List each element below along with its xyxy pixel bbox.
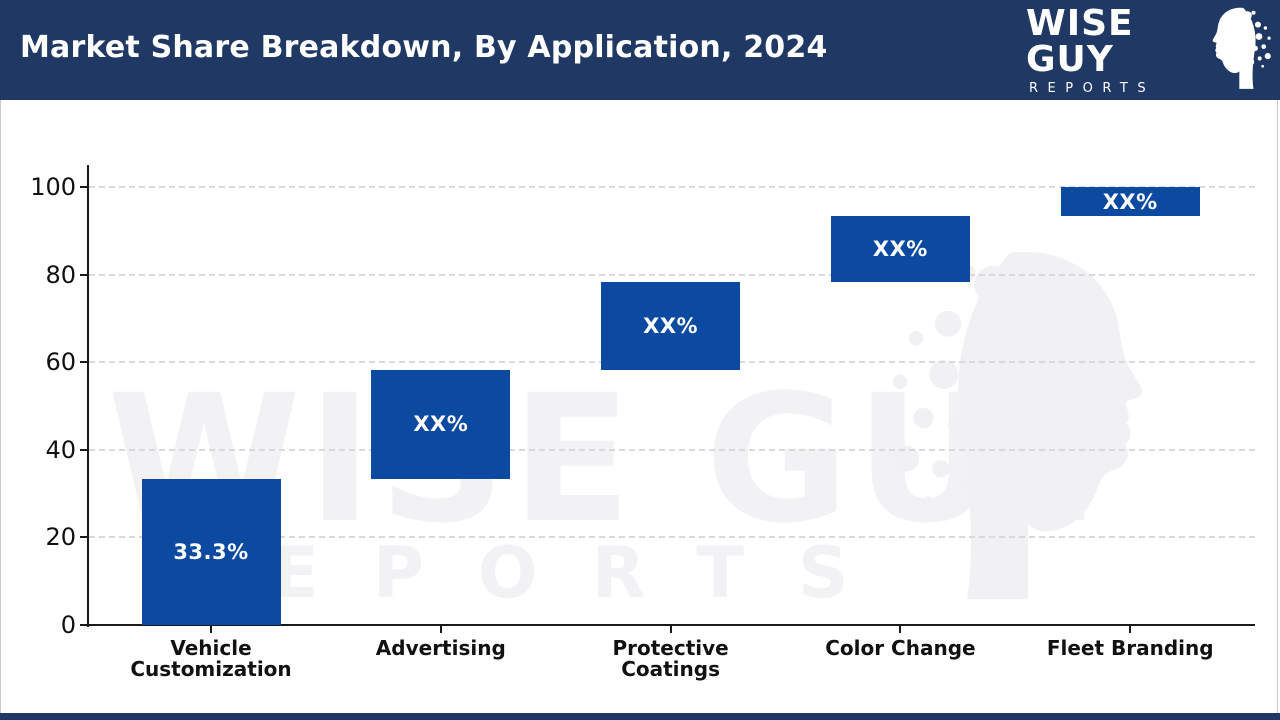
page-title: Market Share Breakdown, By Application, … xyxy=(20,30,828,65)
y-gridline xyxy=(89,273,1255,276)
y-tick-label: 60 xyxy=(45,348,76,377)
logo-wordmark: WISE GUY xyxy=(1026,2,1134,80)
x-category-label: Advertising xyxy=(375,636,506,660)
bar-value-label: 33.3% xyxy=(173,540,249,565)
x-tickmark xyxy=(669,626,672,633)
y-tickmark xyxy=(80,536,88,539)
header-bar: Market Share Breakdown, By Application, … xyxy=(0,0,1280,100)
y-tickmark xyxy=(80,273,88,276)
y-tickmark xyxy=(80,186,88,188)
y-tick-label: 20 xyxy=(45,523,76,552)
footer-bar xyxy=(0,713,1280,720)
bar-value-label: XX% xyxy=(1102,189,1158,214)
x-tickmark xyxy=(899,626,902,633)
waterfall-bar: XX% xyxy=(601,282,741,370)
y-axis-spine xyxy=(87,165,89,627)
y-gridline xyxy=(89,186,1255,188)
waterfall-bar: XX% xyxy=(371,369,511,480)
x-category-label: Vehicle Customization xyxy=(130,636,292,681)
y-tickmark xyxy=(80,448,88,451)
y-tickmark xyxy=(80,624,88,626)
x-axis-spine xyxy=(87,624,1255,626)
bar-value-label: XX% xyxy=(872,237,928,262)
waterfall-bar: 33.3% xyxy=(141,479,281,625)
x-tickmark xyxy=(210,626,212,633)
y-tick-label: 100 xyxy=(30,173,76,201)
logo-text: WISE GUY REPORTS xyxy=(1026,2,1220,96)
bar-value-label: XX% xyxy=(413,412,469,437)
y-tick-label: 40 xyxy=(45,435,76,464)
y-gridline xyxy=(89,448,1255,451)
x-category-label: Color Change xyxy=(825,636,976,660)
wise-guy-reports-logo: WISE GUY REPORTS xyxy=(1026,4,1274,96)
x-category-label: Fleet Branding xyxy=(1046,636,1214,660)
x-tickmark xyxy=(439,626,442,633)
waterfall-bar: XX% xyxy=(830,216,970,283)
x-tickmark xyxy=(1129,626,1132,633)
y-tick-label: 0 xyxy=(60,611,76,639)
y-tick-label: 80 xyxy=(45,260,76,289)
y-gridline xyxy=(89,536,1255,539)
waterfall-bar: XX% xyxy=(1060,187,1200,217)
x-category-label: Protective Coatings xyxy=(612,636,729,681)
bar-value-label: XX% xyxy=(643,313,699,338)
logo-subtext: REPORTS xyxy=(1029,80,1156,96)
y-tickmark xyxy=(80,361,88,364)
